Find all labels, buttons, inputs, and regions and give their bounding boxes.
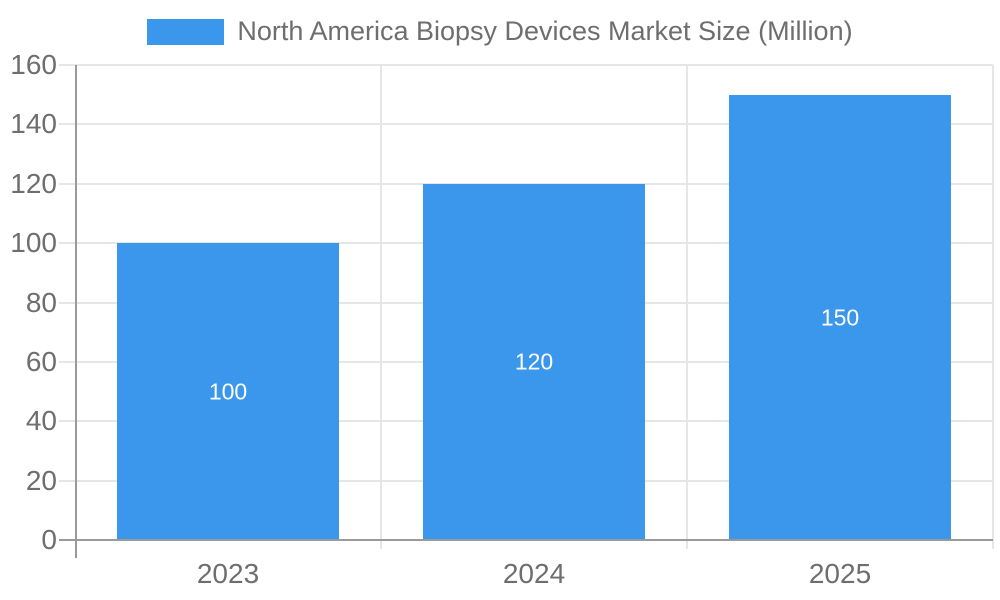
- y-axis-tick-label: 160: [10, 49, 57, 80]
- y-axis-tick-label: 80: [25, 286, 57, 318]
- gridline-horizontal: [59, 123, 993, 126]
- x-axis-tick-label: 2024: [502, 558, 566, 589]
- legend-item[interactable]: North America Biopsy Devices Market Size…: [147, 16, 853, 47]
- plot-area: 0 20 40 60 80 100 120 140 160 100 2023 120 2024 150 20…: [10, 51, 994, 589]
- bar-2025[interactable]: 150: [729, 95, 951, 540]
- gridline-horizontal: [59, 64, 993, 66]
- y-axis-line: [75, 65, 77, 558]
- gridline-horizontal: [59, 182, 993, 185]
- x-axis-tick-label: 2023: [196, 558, 260, 589]
- bar-2023[interactable]: 100: [117, 243, 339, 540]
- x-axis-line: [59, 539, 993, 541]
- y-axis-tick-label: 120: [10, 167, 57, 199]
- gridline-vertical: [686, 65, 688, 549]
- legend: North America Biopsy Devices Market Size…: [0, 16, 1000, 47]
- legend-swatch: [147, 18, 225, 45]
- x-axis-tick-label: 2025: [808, 558, 872, 589]
- y-axis-tick-label: 100: [10, 227, 57, 259]
- bar-value-label: 120: [514, 348, 554, 375]
- bar-value-label: 100: [208, 378, 248, 404]
- gridline-vertical: [992, 65, 994, 549]
- y-axis-tick-label: 140: [10, 108, 57, 140]
- y-axis-tick-label: 0: [41, 524, 57, 555]
- gridline-vertical: [380, 65, 382, 549]
- y-axis-tick-label: 40: [25, 405, 57, 437]
- legend-label: North America Biopsy Devices Market Size…: [237, 16, 853, 46]
- bar-2024[interactable]: 120: [423, 184, 645, 540]
- y-axis-tick-label: 20: [25, 464, 57, 496]
- y-axis-tick-label: 60: [25, 345, 57, 377]
- bar-value-label: 150: [820, 304, 860, 330]
